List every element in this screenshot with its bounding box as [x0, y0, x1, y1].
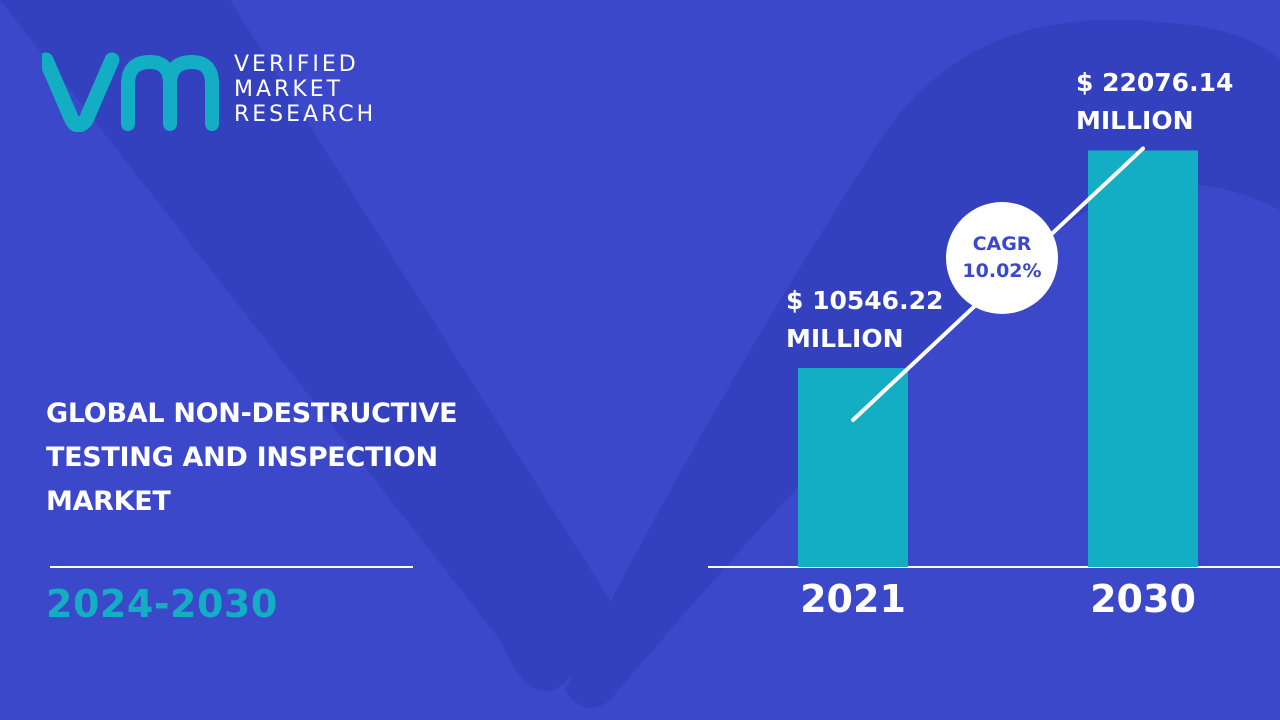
category-label-2021: 2021 [800, 577, 906, 621]
title-divider [50, 566, 413, 568]
brand-line-1: VERIFIED [234, 52, 359, 77]
cagr-label: CAGR [972, 233, 1032, 255]
report-title: GLOBAL NON-DESTRUCTIVE TESTING AND INSPE… [46, 392, 516, 524]
title-line-2: TESTING AND INSPECTION [46, 442, 438, 473]
category-label-2030: 2030 [1090, 577, 1196, 621]
brand-line-3: RESEARCH [234, 102, 377, 127]
bar-2021 [798, 368, 908, 567]
data-label-line: $ 10546.22 [786, 286, 944, 315]
brand-logo: VERIFIED MARKET RESEARCH [42, 48, 402, 132]
data-label-line: MILLION [1076, 106, 1194, 136]
forecast-period: 2024-2030 [46, 582, 278, 626]
title-line-1: GLOBAL NON-DESTRUCTIVE [46, 398, 458, 429]
brand-line-2: MARKET [234, 77, 344, 102]
cagr-badge: CAGR 10.02% [946, 202, 1058, 314]
data-label-line: MILLION [786, 324, 904, 353]
data-label-2021: $ 10546.22 MILLION [786, 282, 943, 358]
vmr-logo-mark-icon [42, 52, 219, 132]
cagr-value: 10.02% [962, 260, 1042, 282]
brand-name: VERIFIED MARKET RESEARCH [234, 52, 376, 127]
bar-2030 [1088, 150, 1198, 567]
data-label-2030: $ 22076.14 MILLION [1076, 64, 1233, 140]
title-line-3: MARKET [46, 486, 171, 517]
data-label-line: $ 22076.14 [1076, 68, 1234, 98]
